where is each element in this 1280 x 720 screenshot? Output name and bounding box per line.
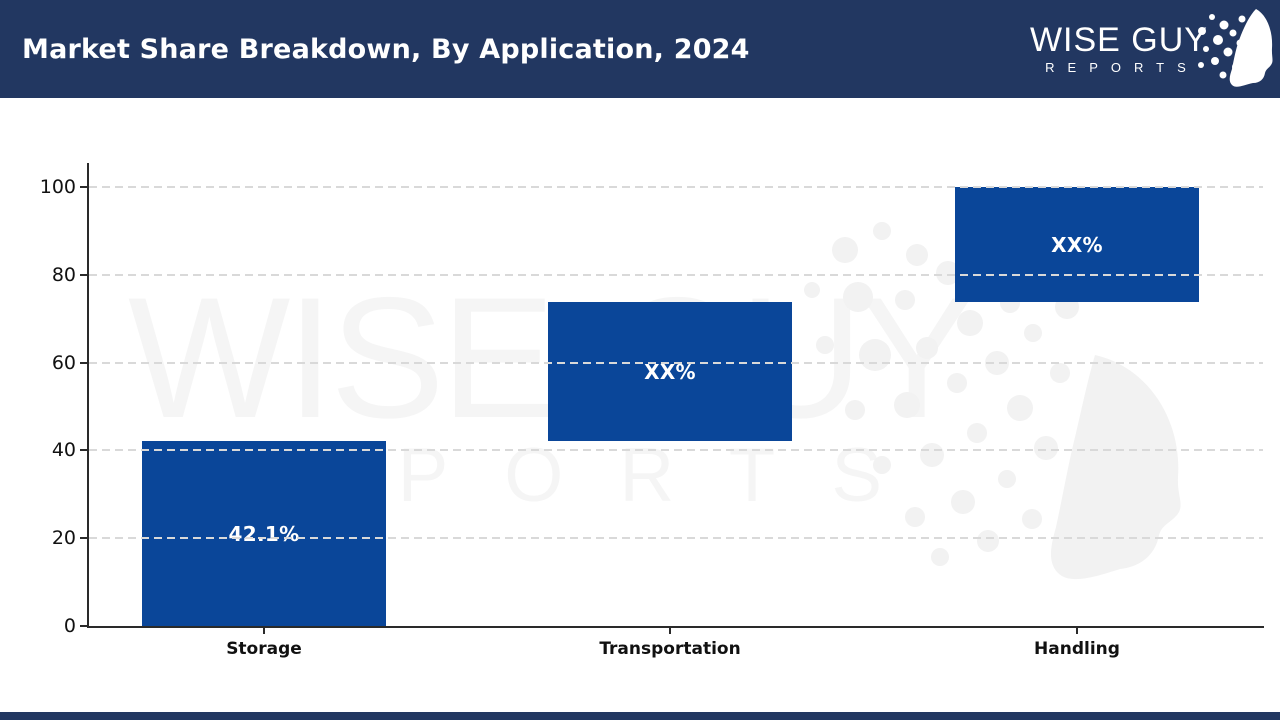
logo-face-icon [1198,9,1273,87]
x-tick-label-transportation: Transportation [599,639,741,659]
footer-bar [0,712,1280,720]
y-tick-mark-60 [80,361,87,364]
x-tick-label-storage: Storage [226,639,302,659]
x-tick-mark-transportation [669,628,671,634]
y-tick-mark-0 [80,625,87,627]
y-axis-line [87,163,89,628]
header-bar: Market Share Breakdown, By Application, … [0,0,1280,98]
watermark-face-icon [804,222,1181,580]
y-tick-label-60: 60 [51,351,76,374]
gridline-60 [89,361,1263,364]
gridline-80 [89,273,1263,276]
gridline-20 [89,537,1263,540]
x-tick-label-handling: Handling [1034,639,1120,659]
x-tick-mark-handling [1076,628,1078,634]
y-tick-label-20: 20 [51,527,76,550]
y-tick-label-100: 100 [39,176,76,198]
x-axis-line [87,626,1264,628]
y-tick-label-80: 80 [51,263,76,286]
logo-text: WISE GUY REPORTS [1030,23,1208,75]
bar-transportation: XX% [548,302,792,442]
y-tick-mark-80 [80,273,87,276]
bar-storage: 42.1% [142,441,386,626]
bar-value-label-transportation: XX% [644,359,696,384]
bar-value-label-handling: XX% [1051,232,1103,257]
y-tick-label-40: 40 [51,439,76,462]
bar-handling: XX% [955,187,1199,303]
logo-subtitle: REPORTS [1045,60,1199,75]
y-tick-label-0: 0 [63,615,76,637]
y-tick-mark-40 [80,449,87,452]
gridline-100 [89,186,1263,188]
page-title: Market Share Breakdown, By Application, … [22,33,750,65]
wise-guy-logo: WISE GUY REPORTS [1030,5,1274,93]
bar-value-label-storage: 42.1% [228,521,300,546]
logo-wordmark: WISE GUY [1029,21,1208,59]
gridline-40 [89,449,1263,452]
y-tick-mark-20 [80,537,87,540]
x-tick-mark-storage [263,628,265,634]
y-tick-mark-100 [80,186,87,188]
